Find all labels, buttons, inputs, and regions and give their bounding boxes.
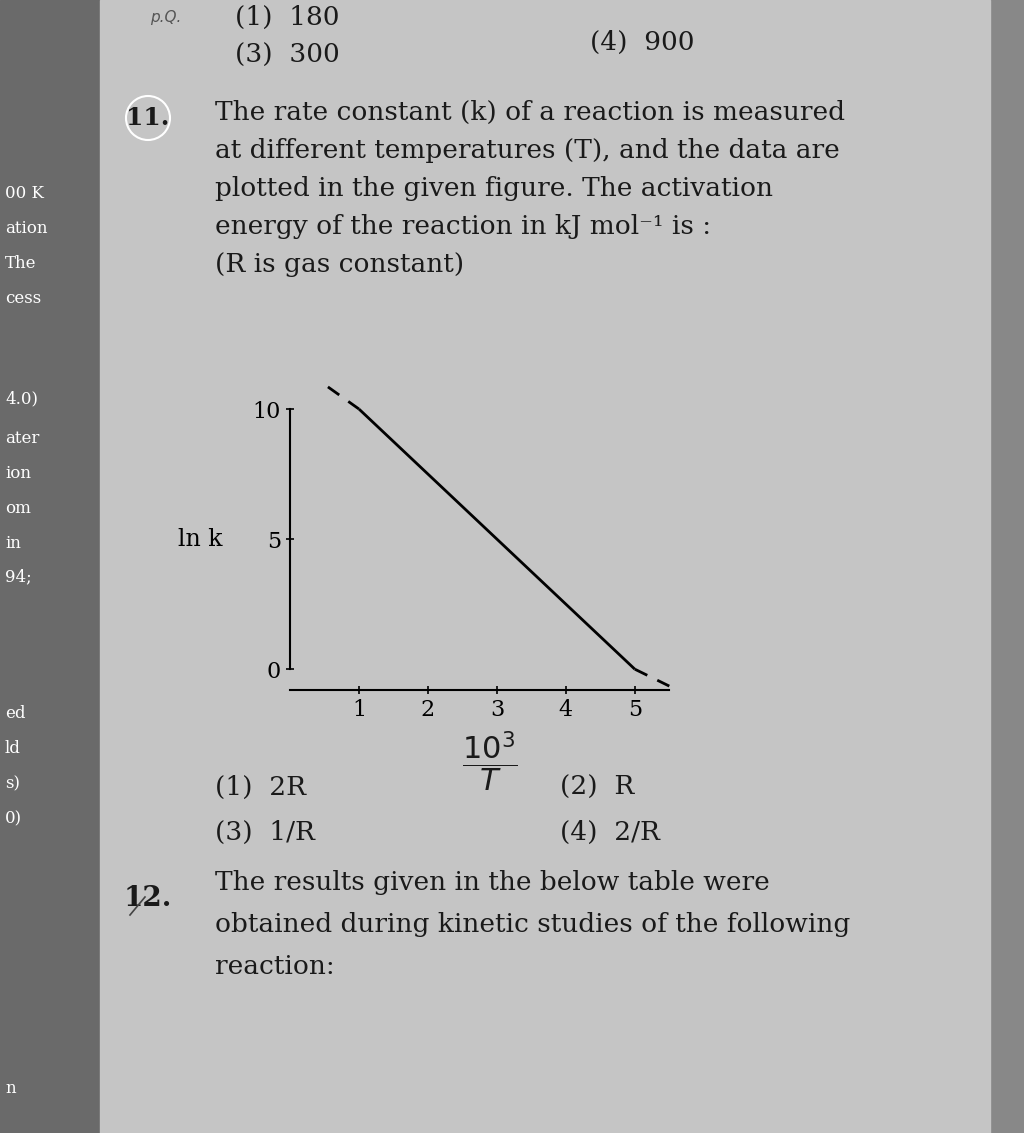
Text: at different temperatures (T), and the data are: at different temperatures (T), and the d… (215, 138, 840, 163)
Text: 4.0): 4.0) (5, 390, 38, 407)
Bar (0, 0, 100, 1133)
Text: 00 K: 00 K (5, 185, 44, 202)
Text: $\dfrac{10^3}{T}$: $\dfrac{10^3}{T}$ (462, 730, 518, 794)
Text: reaction:: reaction: (215, 954, 335, 979)
Text: ld: ld (5, 740, 20, 757)
Text: 0): 0) (5, 810, 23, 827)
Text: ed: ed (5, 705, 26, 722)
Text: n: n (5, 1080, 15, 1097)
Text: ln k: ln k (178, 528, 222, 551)
Text: in: in (5, 535, 20, 552)
Text: ater: ater (5, 431, 39, 448)
Text: ion: ion (5, 465, 31, 482)
Text: (2)  R: (2) R (560, 775, 634, 800)
Text: (4)  900: (4) 900 (590, 29, 694, 56)
Text: The: The (5, 255, 37, 272)
Text: (1)  180: (1) 180 (234, 5, 340, 29)
Text: cess: cess (5, 290, 41, 307)
Text: s): s) (5, 775, 20, 792)
Bar (100, 0, 990, 1133)
Text: 12.: 12. (124, 885, 172, 912)
Text: The rate constant (k) of a reaction is measured: The rate constant (k) of a reaction is m… (215, 100, 845, 125)
Text: The results given in the below table were: The results given in the below table wer… (215, 870, 770, 895)
Text: obtained during kinetic studies of the following: obtained during kinetic studies of the f… (215, 912, 850, 937)
Text: om: om (5, 500, 31, 517)
Text: 94;: 94; (5, 568, 32, 585)
Text: (3)  1/R: (3) 1/R (215, 820, 314, 845)
Text: (4)  2/R: (4) 2/R (560, 820, 659, 845)
Text: (3)  300: (3) 300 (234, 43, 340, 68)
Text: ation: ation (5, 220, 47, 237)
Bar (990, 0, 1024, 1133)
Text: 11.: 11. (126, 107, 170, 130)
Text: energy of the reaction in kJ mol⁻¹ is :: energy of the reaction in kJ mol⁻¹ is : (215, 214, 711, 239)
Text: (R is gas constant): (R is gas constant) (215, 252, 464, 276)
Text: plotted in the given figure. The activation: plotted in the given figure. The activat… (215, 176, 773, 201)
Text: (1)  2R: (1) 2R (215, 775, 306, 800)
Text: p.Q.: p.Q. (150, 10, 181, 25)
